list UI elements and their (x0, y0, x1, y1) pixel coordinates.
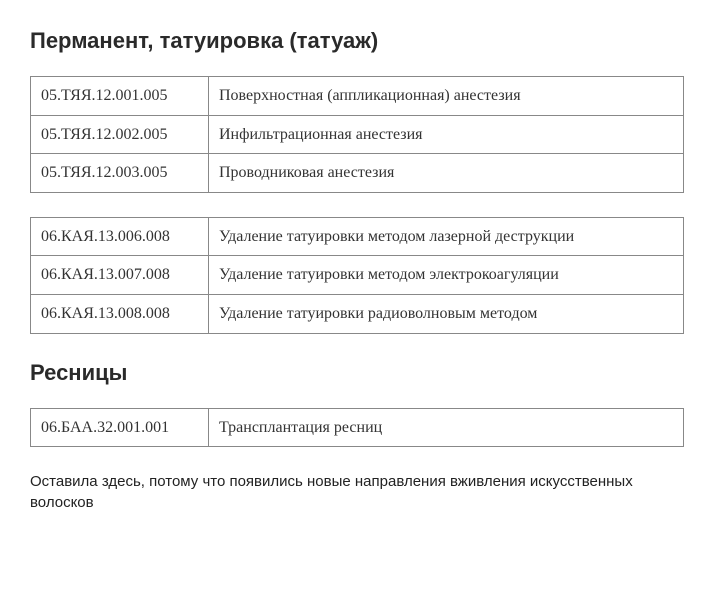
table-row: 05.ТЯЯ.12.002.005 Инфильтрационная анест… (31, 115, 684, 154)
code-cell: 05.ТЯЯ.12.001.005 (31, 77, 209, 116)
code-cell: 06.КАЯ.13.008.008 (31, 294, 209, 333)
table-row: 05.ТЯЯ.12.003.005 Проводниковая анестези… (31, 154, 684, 193)
desc-cell: Удаление татуировки методом лазерной дес… (209, 217, 684, 256)
table-row: 06.БАА.32.001.001 Трансплантация ресниц (31, 408, 684, 447)
table-eyelash-transplant: 06.БАА.32.001.001 Трансплантация ресниц (30, 408, 684, 448)
code-cell: 06.БАА.32.001.001 (31, 408, 209, 447)
section-permanent-tattoo: Перманент, татуировка (татуаж) 05.ТЯЯ.12… (30, 28, 684, 334)
desc-cell: Поверхностная (аппликационная) анестезия (209, 77, 684, 116)
code-cell: 06.КАЯ.13.007.008 (31, 256, 209, 295)
desc-cell: Удаление татуировки методом электрокоагу… (209, 256, 684, 295)
desc-cell: Инфильтрационная анестезия (209, 115, 684, 154)
table-row: 06.КАЯ.13.008.008 Удаление татуировки ра… (31, 294, 684, 333)
desc-cell: Проводниковая анестезия (209, 154, 684, 193)
code-cell: 06.КАЯ.13.006.008 (31, 217, 209, 256)
table-tattoo-removal: 06.КАЯ.13.006.008 Удаление татуировки ме… (30, 217, 684, 334)
section-eyelashes: Ресницы 06.БАА.32.001.001 Трансплантация… (30, 360, 684, 448)
table-anesthesia: 05.ТЯЯ.12.001.005 Поверхностная (апплика… (30, 76, 684, 193)
desc-cell: Удаление татуировки радиоволновым методо… (209, 294, 684, 333)
code-cell: 05.ТЯЯ.12.003.005 (31, 154, 209, 193)
table-row: 06.КАЯ.13.007.008 Удаление татуировки ме… (31, 256, 684, 295)
heading-permanent-tattoo: Перманент, татуировка (татуаж) (30, 28, 684, 54)
desc-cell: Трансплантация ресниц (209, 408, 684, 447)
code-cell: 05.ТЯЯ.12.002.005 (31, 115, 209, 154)
footnote: Оставила здесь, потому что появились нов… (30, 471, 684, 513)
heading-eyelashes: Ресницы (30, 360, 684, 386)
table-row: 06.КАЯ.13.006.008 Удаление татуировки ме… (31, 217, 684, 256)
table-row: 05.ТЯЯ.12.001.005 Поверхностная (апплика… (31, 77, 684, 116)
